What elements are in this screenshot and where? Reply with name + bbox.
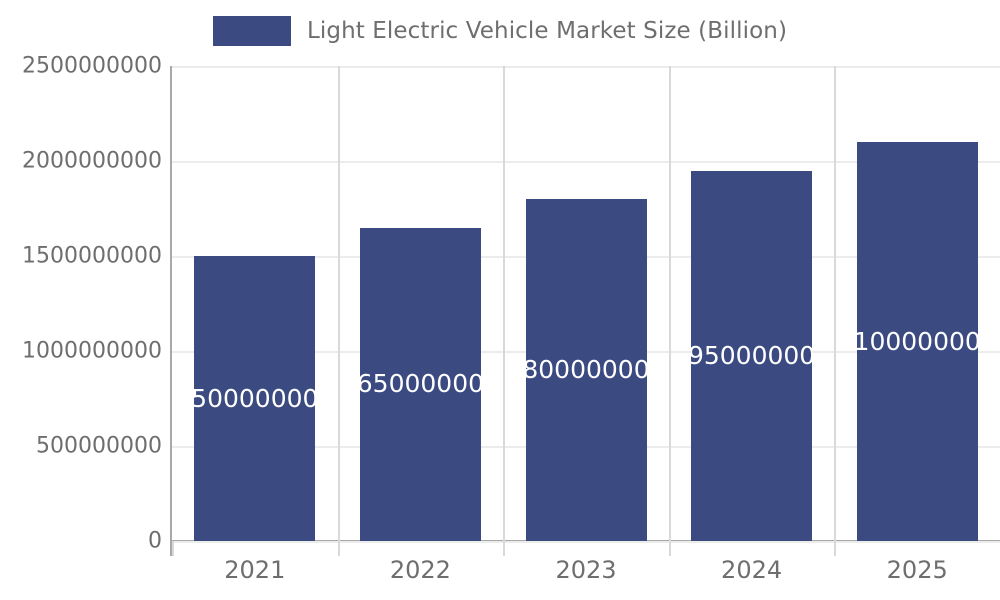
legend-color-swatch: [212, 16, 291, 46]
y-axis-tick-labels: 0 500000000 1000000000 1500000000 2000000000…: [22, 54, 1000, 554]
y-axis-tick-label: 0: [148, 528, 162, 554]
gridline-horizontal: [172, 66, 1000, 68]
chart-legend: Light Electric Vehicle Market Size (Bill…: [0, 10, 1000, 52]
bar-rect: [691, 170, 813, 541]
bar-value-label-clip: 1950000000: [691, 341, 812, 371]
bar-value-label: 1800000000: [525, 355, 647, 384]
bar-rect: [359, 227, 481, 541]
bar-rect: [525, 199, 647, 541]
x-axis-tick-label: 2023: [555, 556, 617, 584]
legend-label: Light Electric Vehicle Market Size (Bill…: [306, 18, 788, 44]
x-axis-tick-mark: [834, 541, 837, 556]
x-axis-tick-mark: [337, 541, 340, 556]
bar-value-label-clip: 1650000000: [360, 369, 481, 399]
x-axis-tick-label: 2021: [224, 556, 286, 584]
x-axis-tick-mark: [503, 541, 506, 556]
gridline-vertical: [668, 66, 671, 556]
bar-value-label-clip: 1500000000: [194, 384, 315, 414]
bar[interactable]: 1950000000: [691, 170, 813, 541]
gridline-vertical: [337, 66, 340, 556]
x-axis-tick-mark: [668, 541, 671, 556]
bar[interactable]: 1500000000: [194, 256, 316, 541]
x-axis-tick-label: 2025: [886, 556, 948, 584]
x-axis-tick-mark: [172, 541, 174, 556]
x-axis-tick-label: 2022: [389, 556, 451, 584]
bar-value-label-clip: 1800000000: [526, 355, 647, 385]
y-axis-tick-label: 2500000000: [22, 53, 162, 79]
y-axis-tick-label: 1000000000: [22, 338, 162, 364]
plot-area: 1500000000 1650000000 1800000000 1950000000…: [172, 66, 1000, 556]
bar[interactable]: 2100000000: [856, 142, 978, 541]
gridline-vertical: [834, 66, 837, 556]
bar-value-label: 2100000000: [856, 326, 978, 356]
bar-value-label: 1650000000: [359, 369, 481, 399]
gridline-vertical: [503, 66, 506, 556]
gridline-horizontal: [172, 541, 1000, 543]
bar-rect: [194, 256, 316, 541]
x-axis-tick-label: 2024: [721, 556, 783, 584]
y-axis-tick-label: 1500000000: [22, 243, 162, 269]
bar[interactable]: 1800000000: [525, 199, 647, 541]
y-axis-tick-label: 500000000: [36, 433, 162, 459]
y-axis-tick-label: 2000000000: [22, 148, 162, 174]
bar[interactable]: 1650000000: [359, 227, 481, 541]
y-axis-line: [170, 66, 172, 556]
gridline-horizontal: [172, 161, 1000, 163]
bar-value-label-clip: 2100000000: [857, 327, 978, 357]
bar-value-label: 1500000000: [194, 383, 316, 413]
bar-rect: [856, 142, 978, 541]
bar-value-label: 1950000000: [691, 340, 813, 370]
